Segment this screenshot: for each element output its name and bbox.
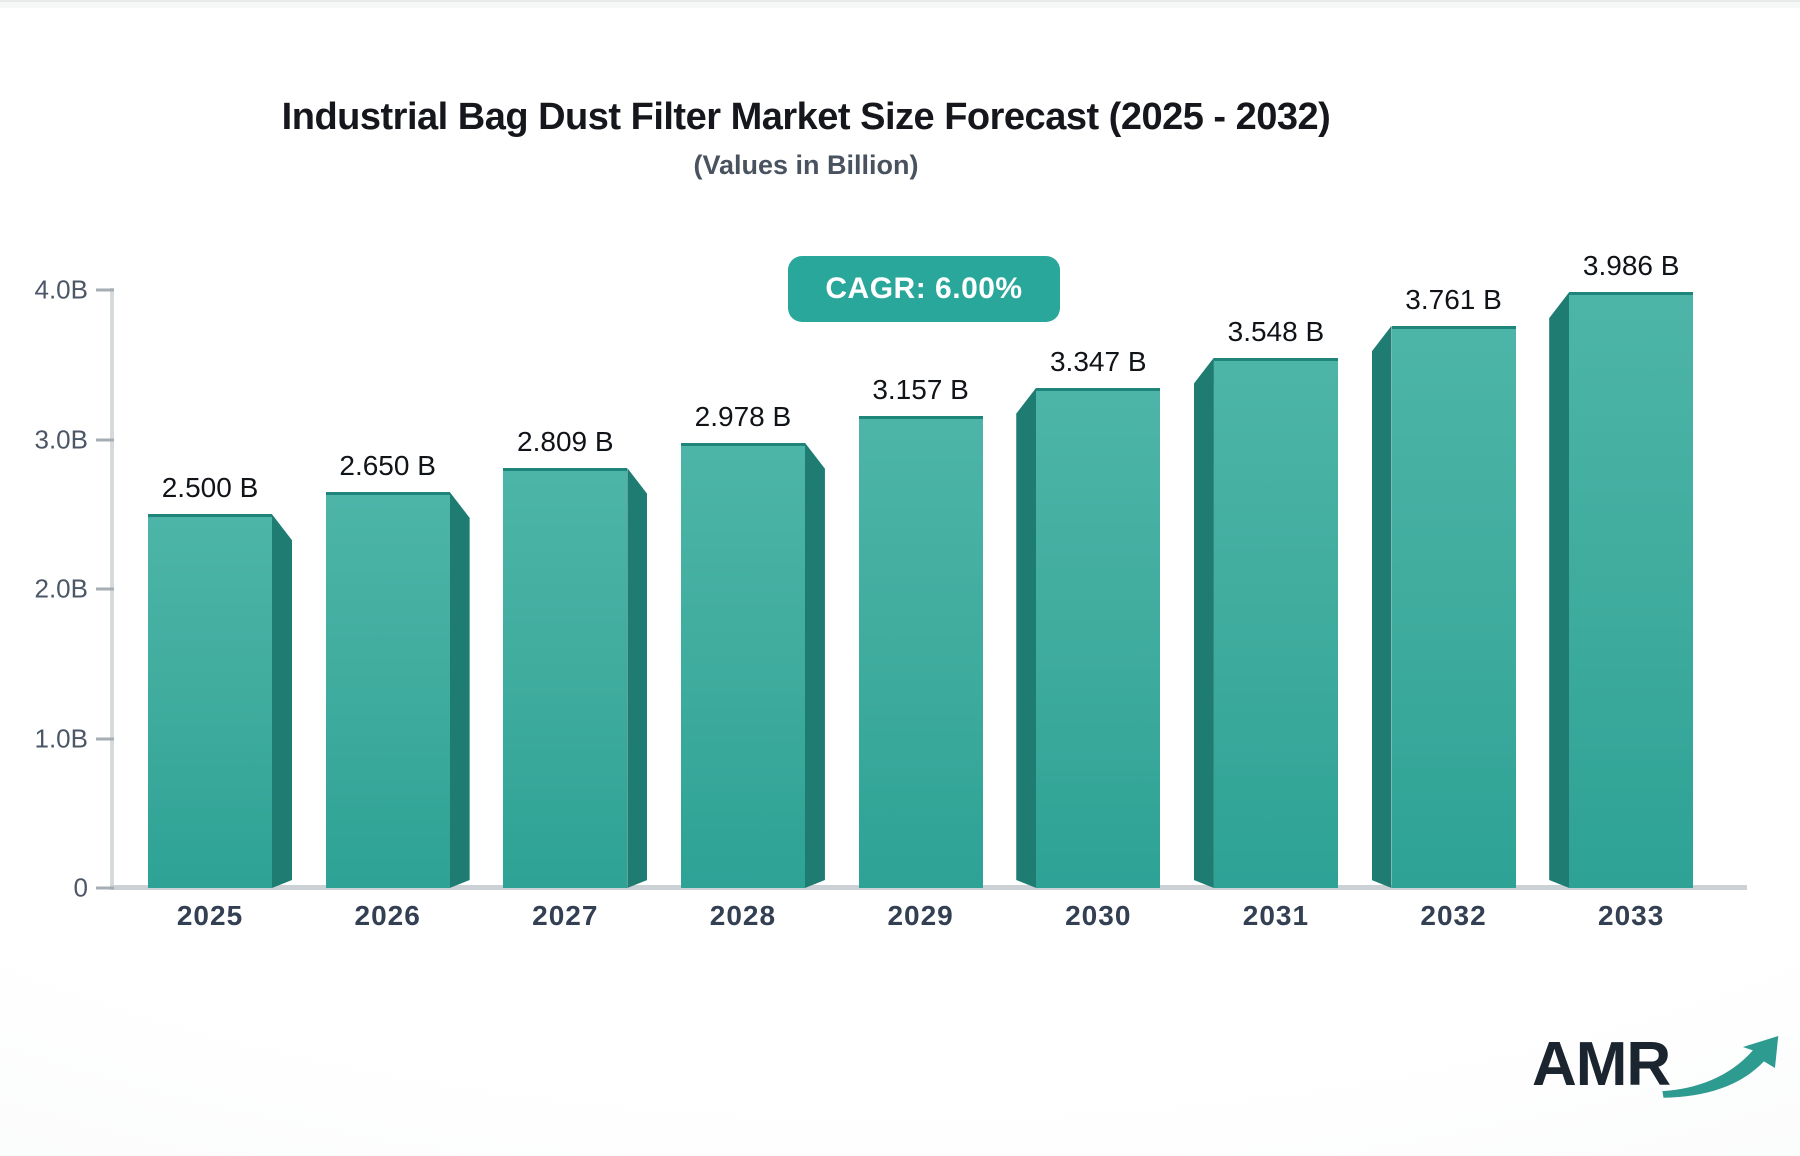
- bar-face-2033[interactable]: [1569, 292, 1694, 888]
- x-category-label-2030: 2030: [1065, 900, 1132, 931]
- bar-2027[interactable]: [503, 468, 647, 888]
- bar-2029[interactable]: [858, 416, 983, 888]
- bar-2033[interactable]: [1549, 292, 1694, 888]
- bar-value-label-2033: 3.986 B: [1582, 250, 1680, 282]
- bar-value-label-2030: 3.347 B: [1049, 345, 1147, 377]
- bar-face-2030[interactable]: [1036, 387, 1161, 888]
- y-tick-label-0: 0: [73, 872, 88, 903]
- y-tick-mark: [96, 288, 114, 292]
- bar-face-2029[interactable]: [858, 416, 983, 888]
- bar-value-label-2029: 3.157 B: [872, 374, 969, 406]
- y-tick-label-3.0B: 3.0B: [34, 424, 89, 454]
- y-tick-mark: [96, 737, 114, 740]
- y-tick-label-1.0B: 1.0B: [34, 723, 89, 753]
- bar-value-label-2025: 2.500 B: [161, 472, 259, 504]
- chart-subtitle: (Values in Billion): [693, 150, 919, 180]
- bar-3d-side: [627, 468, 647, 888]
- bar-face-2026[interactable]: [325, 491, 450, 888]
- amr-logo: AMR: [1532, 1034, 1795, 1105]
- bar-face-2027[interactable]: [503, 468, 628, 888]
- bar-face-2032[interactable]: [1391, 325, 1516, 888]
- bar-3d-side: [1016, 388, 1036, 888]
- bar-2032[interactable]: [1372, 325, 1516, 888]
- y-tick-mark: [96, 587, 114, 591]
- bar-3d-side: [805, 443, 825, 888]
- bar-value-label-2032: 3.761 B: [1405, 283, 1502, 315]
- x-category-label-2027: 2027: [532, 900, 599, 931]
- bar-2031[interactable]: [1194, 357, 1338, 888]
- bar-3d-side: [1372, 326, 1392, 888]
- bar-3d-side: [272, 514, 292, 888]
- bar-face-2028[interactable]: [680, 442, 805, 888]
- bar-2026[interactable]: [325, 491, 470, 888]
- x-category-label-2028: 2028: [709, 900, 777, 931]
- x-category-label-2032: 2032: [1420, 900, 1487, 931]
- y-tick-label-4.0B: 4.0B: [34, 274, 89, 305]
- bar-value-label-2028: 2.978 B: [694, 400, 792, 432]
- bar-2028[interactable]: [680, 442, 825, 888]
- bar-value-label-2026: 2.650 B: [339, 449, 436, 481]
- x-category-label-2031: 2031: [1242, 900, 1310, 931]
- amr-logo-text: AMR: [1532, 1030, 1671, 1099]
- chart-title: Industrial Bag Dust Filter Market Size F…: [281, 96, 1331, 138]
- y-tick-mark: [96, 438, 114, 441]
- bar-2030[interactable]: [1016, 387, 1161, 888]
- x-category-label-2026: 2026: [354, 900, 421, 931]
- bar-3d-side: [450, 492, 470, 888]
- bar-face-2031[interactable]: [1213, 357, 1338, 888]
- cagr-badge-label: CAGR: 6.00%: [825, 272, 1023, 305]
- growth-arrow-icon: [1660, 1036, 1795, 1105]
- bar-3d-side: [1549, 292, 1569, 888]
- bar-2025[interactable]: [148, 514, 292, 888]
- bar-value-label-2031: 3.548 B: [1227, 315, 1325, 347]
- bar-face-2025[interactable]: [148, 514, 272, 888]
- cagr-badge: CAGR: 6.00%: [788, 256, 1060, 322]
- x-category-label-2025: 2025: [176, 900, 244, 931]
- x-category-label-2029: 2029: [887, 900, 954, 931]
- bar-value-label-2027: 2.809 B: [517, 426, 614, 458]
- y-tick-label-2.0B: 2.0B: [34, 573, 89, 604]
- bar-3d-side: [1194, 358, 1214, 888]
- x-category-label-2033: 2033: [1598, 900, 1665, 931]
- y-tick-mark: [96, 886, 114, 890]
